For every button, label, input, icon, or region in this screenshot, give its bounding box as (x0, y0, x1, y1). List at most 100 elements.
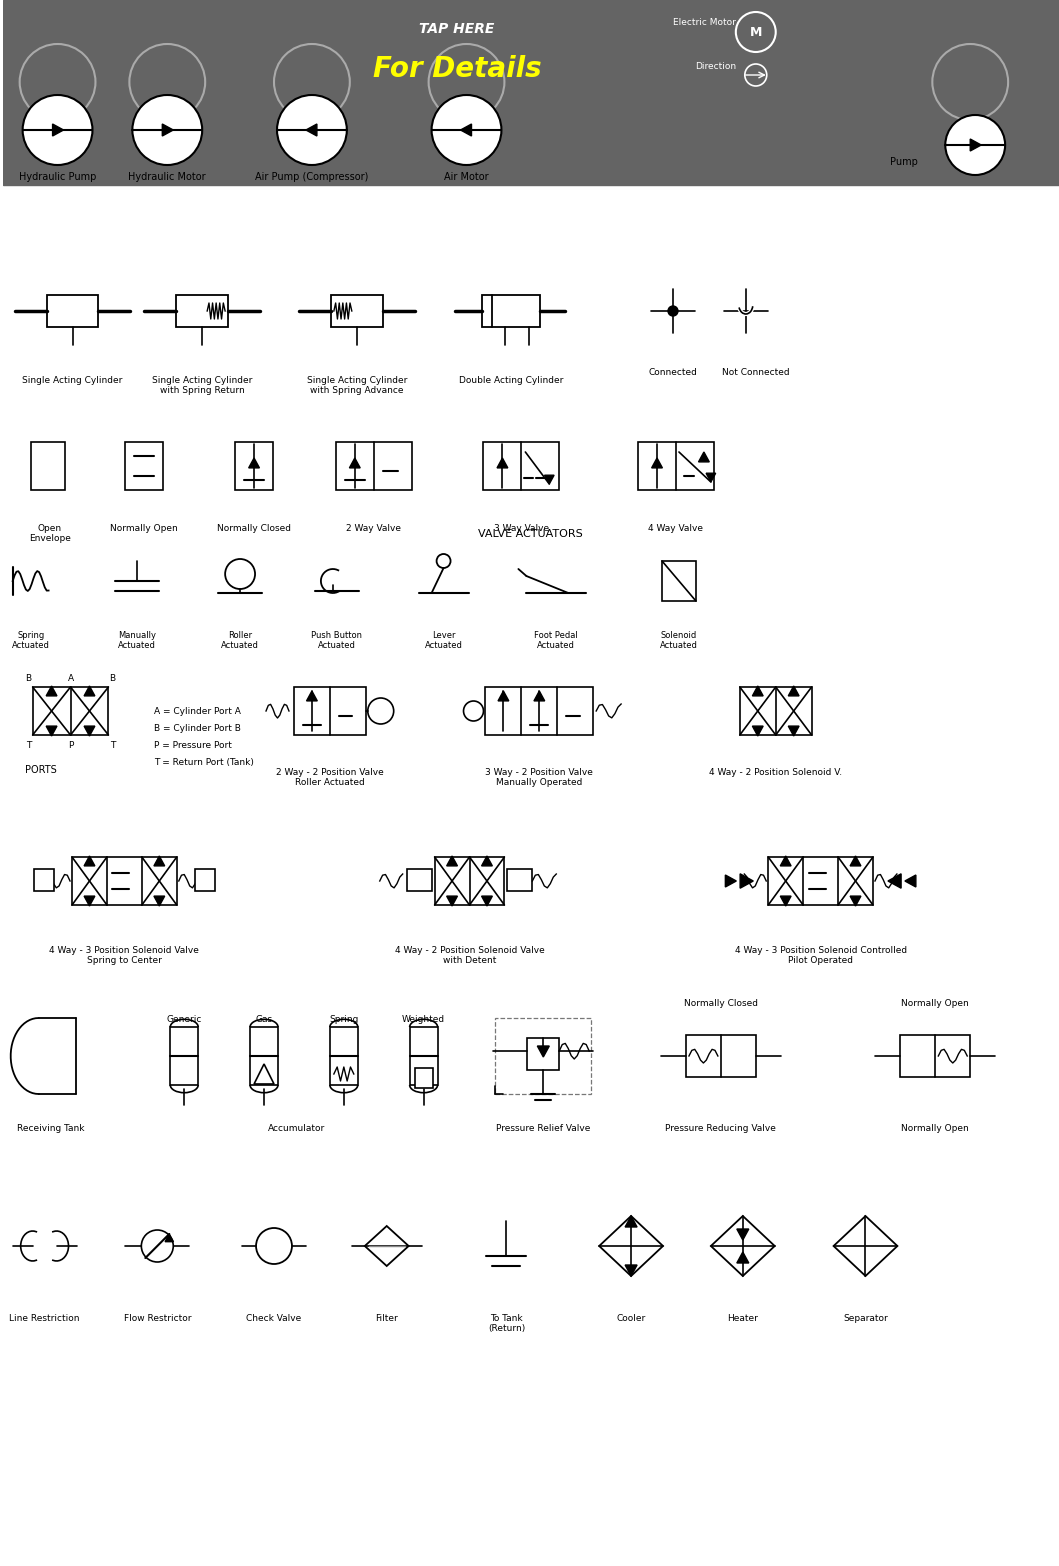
Circle shape (20, 44, 95, 121)
Polygon shape (534, 691, 544, 702)
Bar (686, 1035, 756, 1077)
Circle shape (141, 1229, 174, 1262)
Text: P = Pressure Port: P = Pressure Port (155, 741, 232, 750)
Text: T = Return Port (Tank): T = Return Port (Tank) (155, 758, 254, 767)
Text: P: P (68, 741, 73, 750)
Polygon shape (737, 1251, 749, 1264)
Text: Spring: Spring (329, 1015, 359, 1024)
Bar (415, 1068, 432, 1088)
Polygon shape (497, 457, 508, 468)
Bar (639, 442, 714, 490)
Bar (176, 294, 228, 327)
Bar (485, 687, 593, 734)
Text: Push Button
Actuated: Push Button Actuated (311, 631, 362, 650)
Polygon shape (788, 686, 800, 695)
Circle shape (432, 96, 501, 164)
Polygon shape (537, 1046, 550, 1057)
Polygon shape (904, 875, 916, 886)
Text: VALVE ACTUATORS: VALVE ACTUATORS (479, 529, 584, 539)
Circle shape (436, 554, 450, 568)
Bar (125, 442, 163, 490)
Polygon shape (740, 874, 753, 888)
Circle shape (226, 559, 255, 589)
Polygon shape (349, 457, 360, 468)
Polygon shape (447, 857, 457, 866)
Polygon shape (482, 857, 492, 866)
Polygon shape (306, 124, 317, 136)
Bar (527, 1038, 559, 1070)
Polygon shape (788, 727, 800, 736)
Text: Gas: Gas (255, 1015, 272, 1024)
Polygon shape (498, 691, 508, 702)
Polygon shape (53, 124, 64, 136)
Circle shape (256, 1228, 292, 1264)
Text: T: T (26, 741, 32, 750)
Polygon shape (887, 874, 901, 888)
Bar (740, 687, 811, 734)
Bar (496, 1018, 591, 1095)
Text: Single Acting Cylinder: Single Acting Cylinder (22, 376, 123, 385)
Circle shape (429, 44, 504, 121)
Text: 4 Way - 3 Position Solenoid Valve
Spring to Center: 4 Way - 3 Position Solenoid Valve Spring… (50, 946, 199, 965)
Circle shape (668, 305, 678, 316)
Text: Accumulator: Accumulator (268, 1124, 325, 1132)
Text: Air Motor: Air Motor (444, 172, 489, 182)
Polygon shape (970, 139, 982, 150)
Text: Weighted: Weighted (402, 1015, 445, 1024)
Polygon shape (725, 875, 736, 886)
Bar (330, 294, 382, 327)
Polygon shape (165, 1234, 174, 1242)
Text: Manually
Actuated: Manually Actuated (119, 631, 157, 650)
Bar (170, 1027, 198, 1085)
Text: Roller
Actuated: Roller Actuated (221, 631, 259, 650)
Text: Receiving Tank: Receiving Tank (17, 1124, 85, 1132)
Circle shape (367, 698, 394, 723)
Polygon shape (84, 896, 95, 907)
Text: B = Cylinder Port B: B = Cylinder Port B (155, 723, 241, 733)
Text: Foot Pedal
Actuated: Foot Pedal Actuated (535, 631, 578, 650)
Text: TAP HERE: TAP HERE (419, 22, 495, 36)
Polygon shape (544, 474, 554, 484)
Text: Flow Restrictor: Flow Restrictor (124, 1314, 191, 1323)
Polygon shape (752, 686, 764, 695)
Polygon shape (625, 1265, 638, 1276)
Polygon shape (651, 457, 663, 468)
Polygon shape (482, 896, 492, 907)
Text: PORTS: PORTS (24, 766, 56, 775)
Text: Cooler: Cooler (616, 1314, 646, 1323)
Bar (434, 857, 504, 905)
Bar (33, 687, 108, 734)
Text: 2 Way - 2 Position Valve
Roller Actuated: 2 Way - 2 Position Valve Roller Actuated (276, 767, 383, 788)
Text: 3 Way Valve: 3 Way Valve (493, 525, 549, 532)
Text: Normally Closed: Normally Closed (684, 999, 758, 1009)
Polygon shape (850, 896, 861, 907)
Circle shape (932, 44, 1008, 121)
Text: Filter: Filter (375, 1314, 398, 1323)
Polygon shape (47, 686, 57, 695)
Text: Normally Open: Normally Open (110, 525, 178, 532)
Text: Line Restriction: Line Restriction (10, 1314, 79, 1323)
Polygon shape (154, 896, 165, 907)
Bar (294, 687, 365, 734)
Text: Pressure Reducing Valve: Pressure Reducing Valve (665, 1124, 776, 1132)
Polygon shape (780, 896, 791, 907)
Text: B: B (109, 673, 115, 683)
Circle shape (22, 96, 92, 164)
Text: Electric Motor: Electric Motor (672, 17, 736, 27)
Circle shape (736, 13, 776, 52)
Polygon shape (706, 473, 716, 482)
Polygon shape (447, 896, 457, 907)
Text: For Details: For Details (373, 55, 541, 83)
Text: To Tank
(Return): To Tank (Return) (488, 1314, 525, 1333)
Bar (329, 1027, 358, 1085)
Bar (410, 1027, 437, 1085)
Text: 4 Way - 3 Position Solenoid Controlled
Pilot Operated: 4 Way - 3 Position Solenoid Controlled P… (735, 946, 907, 965)
Text: Hydraulic Motor: Hydraulic Motor (128, 172, 207, 182)
Text: Air Pump (Compressor): Air Pump (Compressor) (255, 172, 369, 182)
Text: Spring
Actuated: Spring Actuated (12, 631, 50, 650)
Bar (195, 869, 215, 891)
Circle shape (277, 96, 346, 164)
Text: Lever
Actuated: Lever Actuated (425, 631, 463, 650)
Polygon shape (780, 857, 791, 866)
Text: Normally Open: Normally Open (901, 999, 969, 1009)
